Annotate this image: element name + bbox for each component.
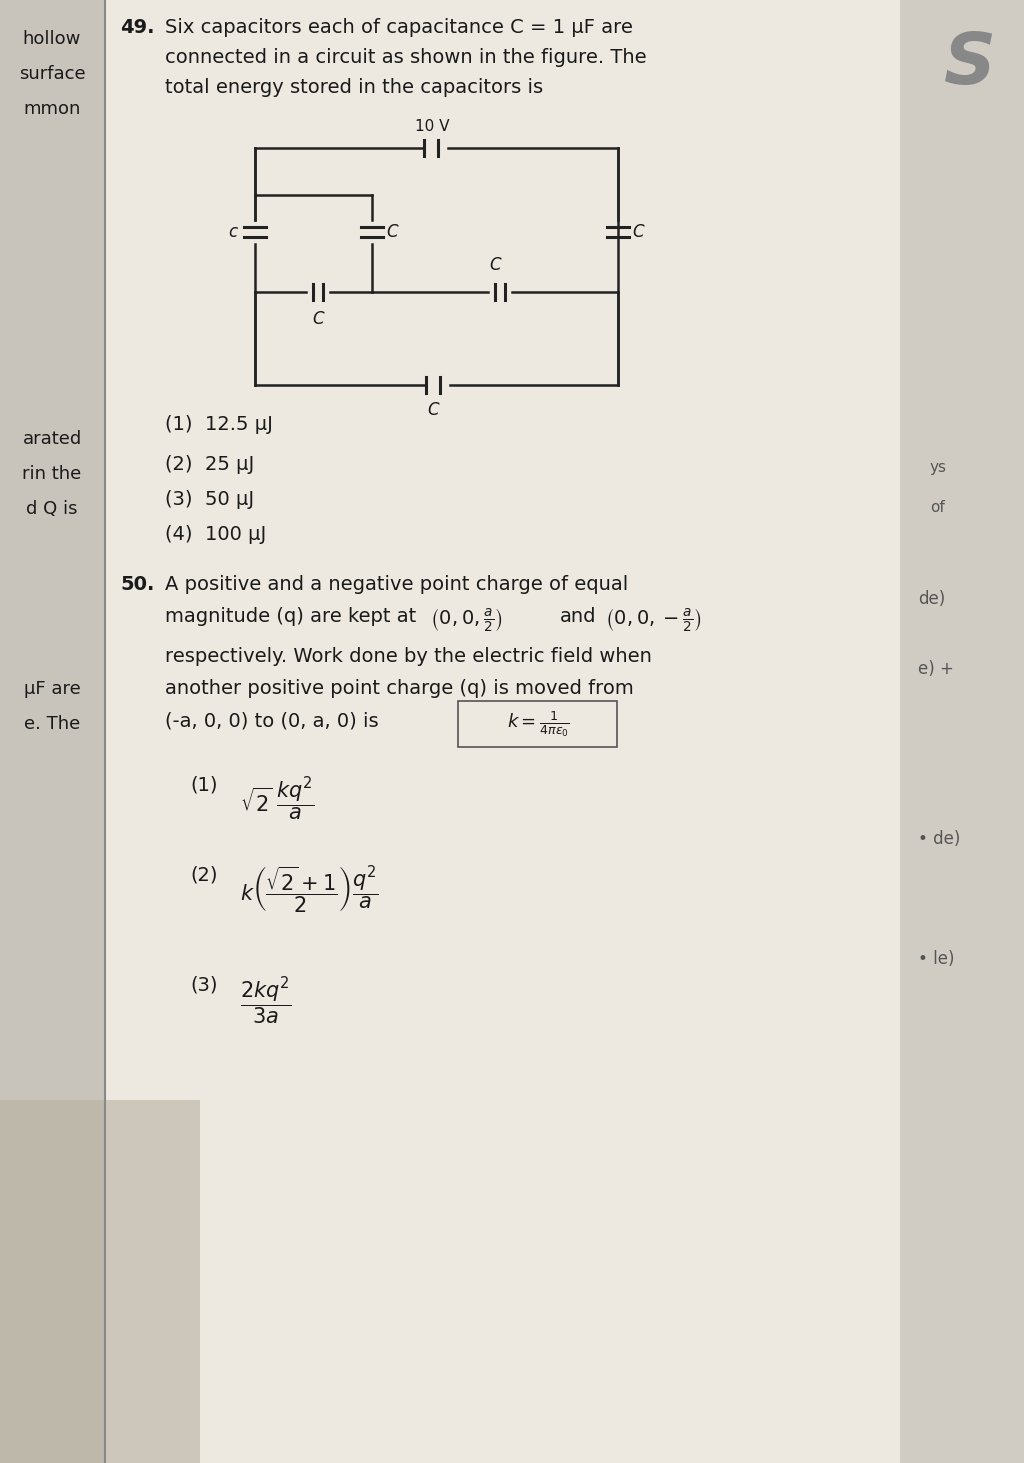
Text: e) +: e) + <box>918 660 954 677</box>
Text: C: C <box>632 222 644 241</box>
Text: magnitude (q) are kept at: magnitude (q) are kept at <box>165 607 416 626</box>
Text: (4)  100 μJ: (4) 100 μJ <box>165 525 266 544</box>
Text: surface: surface <box>18 64 85 83</box>
Text: $k\left(\dfrac{\sqrt{2}+1}{2}\right)\dfrac{q^2}{a}$: $k\left(\dfrac{\sqrt{2}+1}{2}\right)\dfr… <box>240 865 378 916</box>
Text: $\dfrac{2kq^2}{3a}$: $\dfrac{2kq^2}{3a}$ <box>240 974 292 1027</box>
Text: c: c <box>228 222 238 241</box>
Text: and: and <box>560 607 597 626</box>
Text: $k = \frac{1}{4\pi\varepsilon_0}$: $k = \frac{1}{4\pi\varepsilon_0}$ <box>507 710 569 739</box>
Text: e. The: e. The <box>24 715 80 733</box>
Text: 10 V: 10 V <box>415 119 450 135</box>
Text: (3): (3) <box>190 974 217 993</box>
Text: $\sqrt{2}\;\dfrac{kq^2}{a}$: $\sqrt{2}\;\dfrac{kq^2}{a}$ <box>240 775 314 822</box>
Text: ys: ys <box>930 459 947 475</box>
Text: $\left(0, 0, -\frac{a}{2}\right)$: $\left(0, 0, -\frac{a}{2}\right)$ <box>605 607 701 635</box>
Text: C: C <box>427 401 439 418</box>
Text: connected in a circuit as shown in the figure. The: connected in a circuit as shown in the f… <box>165 48 646 67</box>
Text: C: C <box>489 256 501 274</box>
Text: (-a, 0, 0) to (0, a, 0) is: (-a, 0, 0) to (0, a, 0) is <box>165 711 379 730</box>
Text: 49.: 49. <box>120 18 155 37</box>
Text: total energy stored in the capacitors is: total energy stored in the capacitors is <box>165 78 543 97</box>
Text: another positive point charge (q) is moved from: another positive point charge (q) is mov… <box>165 679 634 698</box>
Text: A positive and a negative point charge of equal: A positive and a negative point charge o… <box>165 575 629 594</box>
Text: • le): • le) <box>918 949 954 969</box>
Text: mmon: mmon <box>24 99 81 119</box>
Text: C: C <box>386 222 397 241</box>
FancyBboxPatch shape <box>0 0 105 1463</box>
Text: of: of <box>930 500 945 515</box>
Text: hollow: hollow <box>23 31 81 48</box>
Text: (3)  50 μJ: (3) 50 μJ <box>165 490 254 509</box>
Text: (2): (2) <box>190 865 217 884</box>
Text: arated: arated <box>23 430 82 448</box>
Text: rin the: rin the <box>23 465 82 483</box>
Text: (2)  25 μJ: (2) 25 μJ <box>165 455 254 474</box>
Text: Six capacitors each of capacitance C = 1 μF are: Six capacitors each of capacitance C = 1… <box>165 18 633 37</box>
Text: (1)  12.5 μJ: (1) 12.5 μJ <box>165 415 272 435</box>
Text: S: S <box>944 31 996 99</box>
Text: μF are: μF are <box>24 680 80 698</box>
FancyBboxPatch shape <box>105 0 925 1463</box>
Text: 50.: 50. <box>120 575 155 594</box>
Text: (1): (1) <box>190 775 217 794</box>
Text: • de): • de) <box>918 830 961 849</box>
Text: d Q is: d Q is <box>27 500 78 518</box>
FancyBboxPatch shape <box>458 701 617 748</box>
Text: C: C <box>312 310 324 328</box>
Text: de): de) <box>918 590 945 609</box>
FancyBboxPatch shape <box>900 0 1024 1463</box>
Text: respectively. Work done by the electric field when: respectively. Work done by the electric … <box>165 647 652 666</box>
FancyBboxPatch shape <box>0 1100 200 1463</box>
Text: $\left(0, 0, \frac{a}{2}\right)$: $\left(0, 0, \frac{a}{2}\right)$ <box>430 607 503 635</box>
